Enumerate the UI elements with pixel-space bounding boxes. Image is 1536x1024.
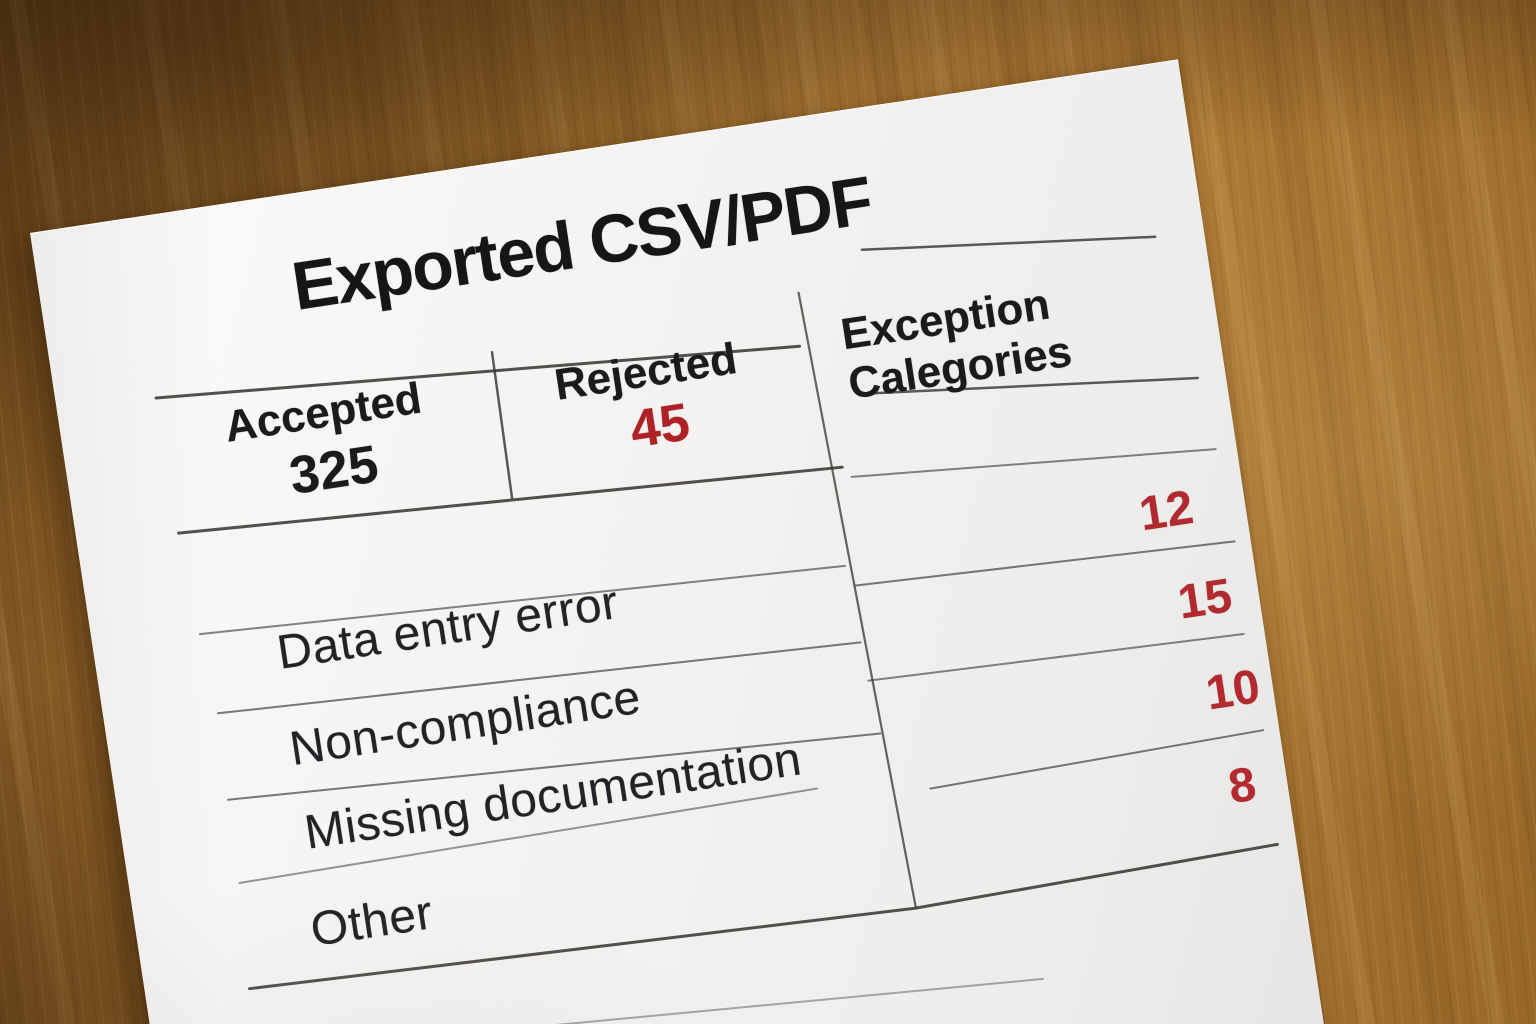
paper-document: Exported CSV/PDF Accepted 325 Rejected 4… xyxy=(30,59,1352,1024)
paper-bottom-faint-line xyxy=(292,977,1044,1024)
table-grid-lines xyxy=(154,235,1279,1024)
rejected-count-value: 45 xyxy=(626,392,694,460)
category-count-divider-line xyxy=(797,291,917,909)
header-top-line xyxy=(154,344,802,400)
exception-header-top-line xyxy=(860,235,1157,252)
category-count: 15 xyxy=(1174,569,1236,630)
header-bottom-line xyxy=(177,465,844,535)
count-row-line xyxy=(929,729,1265,790)
category-row-line xyxy=(198,564,846,636)
accepted-count-value: 325 xyxy=(285,434,383,507)
count-row-line xyxy=(867,633,1245,682)
category-count: 10 xyxy=(1202,660,1264,721)
category-row-line xyxy=(216,641,862,715)
exception-header-bottom-line xyxy=(857,376,1200,396)
category-row-line xyxy=(238,787,818,884)
category-row-line xyxy=(226,732,882,801)
table-bottom-line xyxy=(247,842,1279,991)
count-row-line xyxy=(850,448,1217,478)
category-count: 12 xyxy=(1136,481,1197,542)
count-row-line xyxy=(854,540,1236,587)
accepted-rejected-divider-line xyxy=(490,351,514,500)
